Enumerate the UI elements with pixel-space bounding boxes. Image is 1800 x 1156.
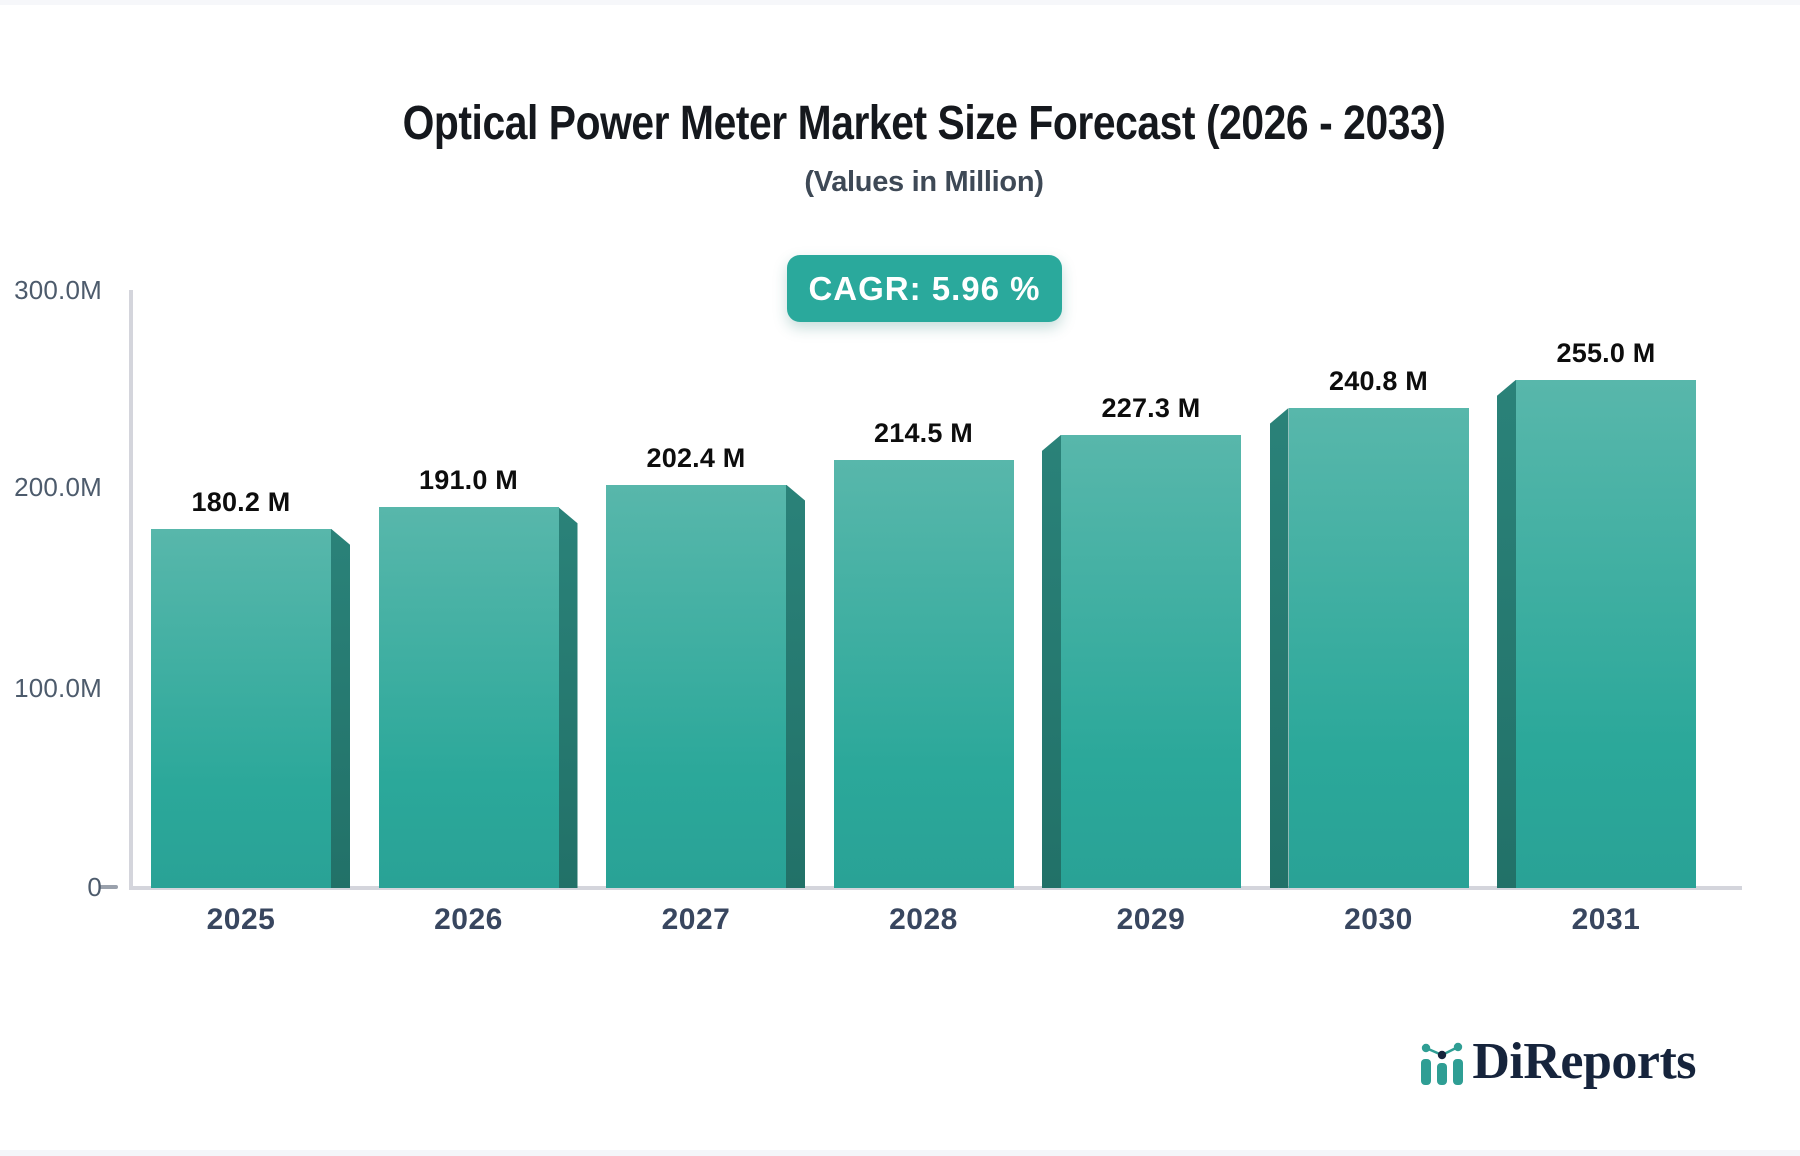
y-axis-line [129,290,133,888]
chart-subtitle: (Values in Million) [804,166,1044,198]
bar-2030 [1288,408,1469,888]
bar-value-label-2027: 202.4 M [646,442,746,473]
bar-value-label-2031: 255.0 M [1556,337,1656,368]
bar-value-label-2025: 180.2 M [191,486,291,517]
x-axis-label-2026: 2026 [434,903,503,936]
brand-logo-text: DiReports [1472,1033,1696,1090]
x-axis-label-2029: 2029 [1116,903,1186,936]
bar-2029 [1061,434,1241,888]
bar-3d-side-2029 [1042,434,1061,888]
chart-title: Optical Power Meter Market Size Forecast… [402,97,1446,150]
x-axis-line [129,886,1742,890]
bar-3d-side-2027 [786,484,805,888]
bar-3d-side-2025 [331,528,350,888]
bar-2027 [606,484,786,888]
bar-chart-trend-icon [1421,1042,1464,1085]
bar-2026 [378,507,559,888]
cagr-badge: CAGR: 5.96 % [787,255,1062,322]
x-axis-label-2025: 2025 [206,903,276,936]
x-axis-label-2027: 2027 [661,903,731,936]
zero-tick-mark [99,885,118,889]
x-axis-label-2030: 2030 [1344,903,1413,936]
bar-2031 [1516,379,1696,888]
bar-3d-side-2026 [558,507,578,888]
bottom-edge-strip [0,1150,1800,1156]
bar-2028 [833,460,1014,888]
bar-value-label-2026: 191.0 M [419,465,518,496]
bar-value-label-2028: 214.5 M [874,418,973,449]
bar-value-label-2029: 227.3 M [1101,392,1201,423]
x-axis-label-2028: 2028 [889,903,958,936]
bar-3d-side-2031 [1497,379,1516,888]
brand-logo: DiReports [1418,1036,1696,1088]
x-axis-label-2031: 2031 [1571,903,1641,936]
y-axis-tick-label: 100.0M [14,673,102,703]
bar-value-label-2030: 240.8 M [1329,366,1428,396]
y-axis-tick-label: 300.0M [14,275,102,305]
bar-3d-side-2030 [1269,408,1289,888]
bar-2025 [151,528,331,888]
y-axis-tick-label: 200.0M [14,472,102,502]
y-axis-tick-label: 0 [87,872,102,902]
top-edge-strip [0,0,1800,5]
